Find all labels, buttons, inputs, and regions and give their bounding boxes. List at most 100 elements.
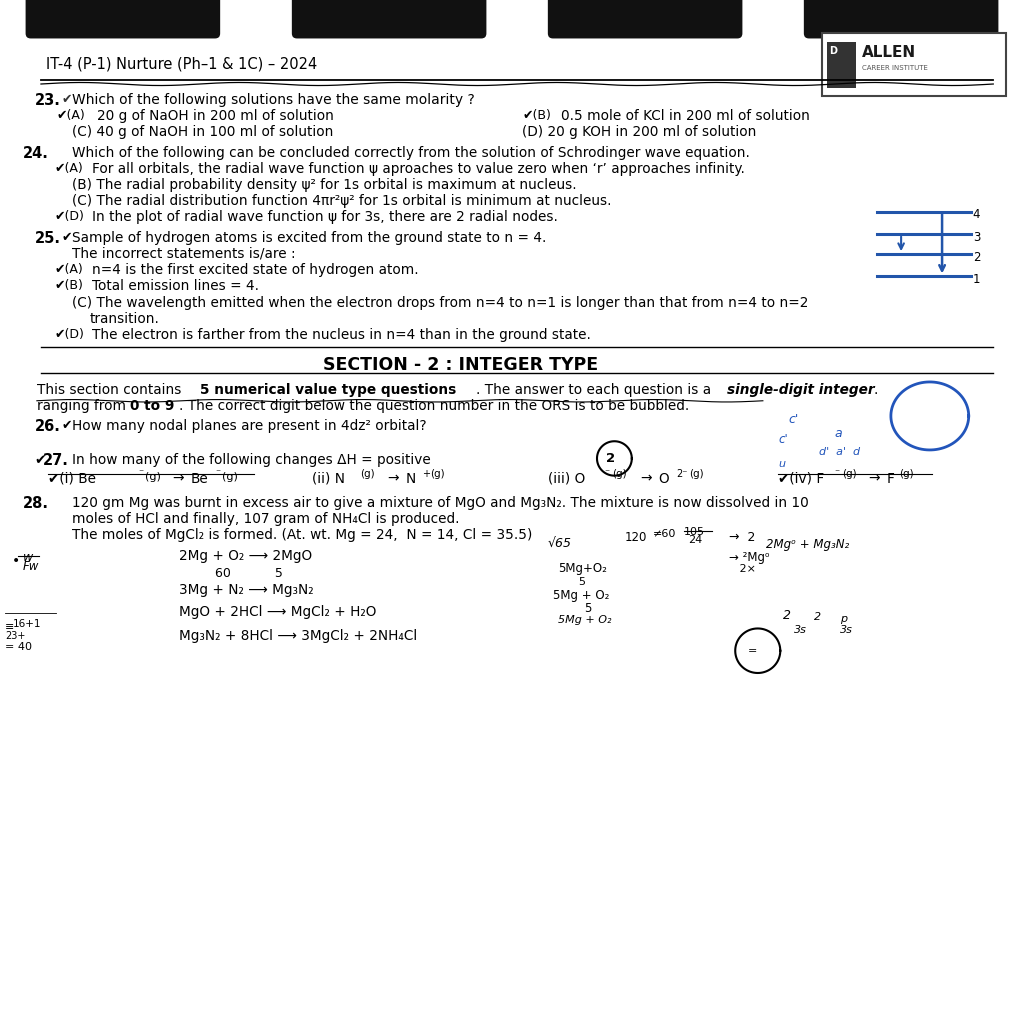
Text: 3: 3 (973, 231, 980, 244)
Text: 24.: 24. (23, 146, 48, 161)
Text: → ²Mgᵒ: → ²Mgᵒ (729, 550, 770, 563)
Text: moles of HCl and finally, 107 gram of NH₄Cl is produced.: moles of HCl and finally, 107 gram of NH… (72, 512, 459, 526)
Text: ⁻: ⁻ (604, 468, 609, 478)
Text: ranging from: ranging from (37, 398, 130, 412)
Text: u: u (778, 459, 785, 469)
Text: ≠60: ≠60 (653, 529, 677, 539)
Text: ⁻: ⁻ (215, 468, 220, 478)
Text: 4: 4 (973, 208, 980, 221)
Text: 2: 2 (814, 612, 821, 622)
Text: The incorrect statements is/are :: The incorrect statements is/are : (72, 247, 295, 261)
Text: →  2: → 2 (729, 531, 756, 544)
Text: ✔: ✔ (61, 231, 72, 244)
Text: 60           5: 60 5 (179, 566, 283, 579)
Text: Total emission lines = 4.: Total emission lines = 4. (92, 279, 259, 293)
Text: 5Mg+O₂: 5Mg+O₂ (558, 561, 607, 574)
Text: = 40: = 40 (5, 641, 32, 651)
Text: . The answer to each question is a: . The answer to each question is a (476, 382, 716, 396)
Text: (C) 40 g of NaOH in 100 ml of solution: (C) 40 g of NaOH in 100 ml of solution (72, 125, 333, 140)
Text: 0.5 mole of KCl in 200 ml of solution: 0.5 mole of KCl in 200 ml of solution (561, 109, 810, 123)
Text: (D) 20 g KOH in 200 ml of solution: (D) 20 g KOH in 200 ml of solution (522, 125, 757, 140)
Bar (827, 42, 856, 89)
Text: 3s: 3s (794, 625, 807, 635)
FancyBboxPatch shape (822, 34, 1006, 97)
Text: 0 to 9: 0 to 9 (130, 398, 174, 412)
Text: (g): (g) (430, 468, 444, 478)
Text: 2Mg + O₂ ⟶ 2MgO: 2Mg + O₂ ⟶ 2MgO (179, 548, 312, 562)
Text: 120: 120 (625, 531, 647, 544)
Text: c': c' (778, 433, 788, 446)
Text: (iii) O: (iii) O (548, 471, 585, 485)
Text: single-digit integer: single-digit integer (727, 382, 874, 396)
Text: SECTION - 2 : INTEGER TYPE: SECTION - 2 : INTEGER TYPE (323, 356, 598, 374)
Text: The moles of MgCl₂ is formed. (At. wt. Mg = 24,  N = 14, Cl = 35.5): The moles of MgCl₂ is formed. (At. wt. M… (72, 528, 532, 542)
Text: In how many of the following changes ΔH = positive: In how many of the following changes ΔH … (72, 453, 430, 467)
Text: (C) The radial distribution function 4πr²ψ² for 1s orbital is minimum at nucleus: (C) The radial distribution function 4πr… (72, 194, 611, 208)
Text: (g): (g) (842, 468, 856, 478)
Text: ✔(B): ✔(B) (522, 109, 551, 122)
Text: 1: 1 (973, 273, 980, 286)
Text: √65: √65 (548, 536, 571, 549)
Text: 105: 105 (684, 527, 706, 537)
Text: How many nodal planes are present in 4dz² orbital?: How many nodal planes are present in 4dz… (72, 419, 426, 433)
Text: (g): (g) (612, 468, 627, 478)
Text: .: . (873, 382, 878, 396)
Text: (g): (g) (360, 468, 375, 478)
Text: 5Mg + O₂: 5Mg + O₂ (553, 588, 609, 602)
Text: 5: 5 (584, 602, 591, 615)
Text: ✔(i) Be: ✔(i) Be (48, 471, 96, 485)
Text: Which of the following can be concluded correctly from the solution of Schroding: Which of the following can be concluded … (72, 146, 750, 160)
Text: p: p (840, 614, 847, 624)
Text: (g): (g) (222, 471, 239, 481)
Text: ✔(B): ✔(B) (54, 279, 83, 292)
Text: ⁻: ⁻ (138, 468, 143, 478)
Text: Fw: Fw (23, 559, 39, 572)
Text: 27.: 27. (43, 453, 69, 468)
Text: •: • (12, 553, 20, 567)
FancyBboxPatch shape (292, 0, 486, 39)
Text: ✔(D): ✔(D) (54, 328, 84, 341)
Text: F: F (887, 471, 895, 485)
Text: (g): (g) (899, 468, 913, 478)
Text: ✔(D): ✔(D) (54, 210, 84, 223)
Text: . The correct digit below the question number in the ORS is to be bubbled.: . The correct digit below the question n… (179, 398, 689, 412)
Text: 23+: 23+ (5, 631, 26, 641)
Text: (C) The wavelength emitted when the electron drops from n=4 to n=1 is longer tha: (C) The wavelength emitted when the elec… (72, 295, 808, 309)
Text: →: → (387, 471, 398, 485)
Text: ✔: ✔ (61, 93, 72, 106)
Text: +: + (422, 468, 430, 478)
Text: 25.: 25. (35, 231, 60, 246)
Text: CAREER INSTITUTE: CAREER INSTITUTE (862, 65, 928, 71)
Text: For all orbitals, the radial wave function ψ aproaches to value zero when ‘r’ ap: For all orbitals, the radial wave functi… (92, 162, 745, 176)
Text: (g): (g) (689, 468, 703, 478)
Text: →: → (172, 471, 183, 485)
Text: IT-4 (P-1) Nurture (Ph–1 & 1C) – 2024: IT-4 (P-1) Nurture (Ph–1 & 1C) – 2024 (46, 57, 317, 72)
Text: 16+1: 16+1 (13, 619, 42, 629)
Text: ⁻: ⁻ (835, 468, 840, 478)
Text: Mg₃N₂ + 8HCl ⟶ 3MgCl₂ + 2NH₄Cl: Mg₃N₂ + 8HCl ⟶ 3MgCl₂ + 2NH₄Cl (179, 629, 418, 643)
FancyBboxPatch shape (804, 0, 998, 39)
Text: 28.: 28. (23, 495, 48, 511)
Text: In the plot of radial wave function ψ for 3s, there are 2 radial nodes.: In the plot of radial wave function ψ fo… (92, 210, 558, 224)
Text: (B) The radial probability density ψ² for 1s orbital is maximum at nucleus.: (B) The radial probability density ψ² fo… (72, 178, 577, 192)
Text: 2: 2 (973, 251, 980, 264)
Text: 20 g of NaOH in 200 ml of solution: 20 g of NaOH in 200 ml of solution (97, 109, 334, 123)
Text: (ii) N: (ii) N (312, 471, 345, 485)
Text: 23.: 23. (35, 93, 60, 108)
FancyBboxPatch shape (26, 0, 220, 39)
Text: O: O (658, 471, 669, 485)
Text: ✔(iv) F: ✔(iv) F (778, 471, 824, 485)
Text: 5 numerical value type questions: 5 numerical value type questions (200, 382, 456, 396)
Text: 120 gm Mg was burnt in excess air to give a mixture of MgO and Mg₃N₂. The mixtur: 120 gm Mg was burnt in excess air to giv… (72, 495, 808, 510)
Text: →: → (868, 471, 880, 485)
Text: ALLEN: ALLEN (862, 44, 916, 60)
Text: D: D (829, 45, 838, 56)
Text: 2⁻: 2⁻ (676, 468, 687, 478)
Text: ✔: ✔ (61, 419, 72, 432)
Text: This section contains: This section contains (37, 382, 185, 396)
Text: 3Mg + N₂ ⟶ Mg₃N₂: 3Mg + N₂ ⟶ Mg₃N₂ (179, 582, 313, 596)
Text: Which of the following solutions have the same molarity ?: Which of the following solutions have th… (72, 93, 474, 107)
Text: 24: 24 (688, 535, 702, 545)
Text: ✔: ✔ (35, 453, 46, 467)
Text: ✔(A): ✔(A) (54, 263, 83, 276)
